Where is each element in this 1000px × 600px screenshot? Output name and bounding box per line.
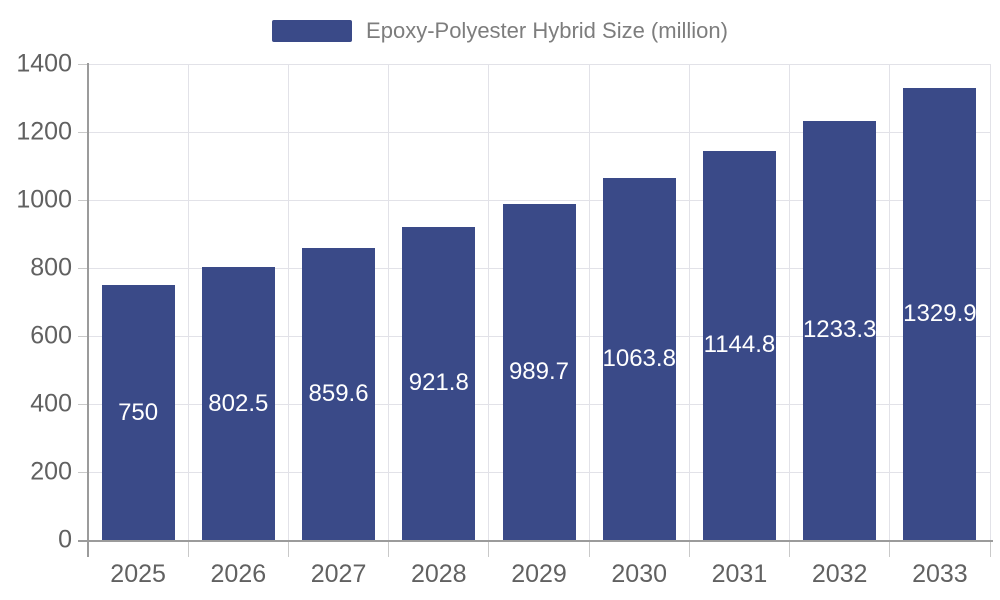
y-axis-label: 1200 bbox=[16, 117, 72, 146]
x-axis-label: 2028 bbox=[410, 560, 467, 588]
y-axis-tick bbox=[78, 267, 88, 269]
y-axis-tick bbox=[78, 471, 88, 473]
bar-2033[interactable] bbox=[903, 87, 977, 540]
x-axis-label: 2025 bbox=[110, 560, 166, 588]
y-axis-tick bbox=[78, 63, 88, 65]
x-axis-label: 2026 bbox=[210, 560, 267, 588]
x-axis-tick bbox=[588, 542, 590, 557]
x-axis-tick bbox=[889, 542, 891, 557]
y-axis-label: 400 bbox=[30, 389, 72, 418]
x-gridline bbox=[989, 64, 991, 540]
x-axis-label: 2032 bbox=[811, 560, 868, 588]
legend-swatch bbox=[272, 20, 353, 42]
y-axis-label: 200 bbox=[30, 457, 72, 486]
x-gridline bbox=[388, 64, 390, 540]
x-axis-label: 2030 bbox=[611, 560, 668, 588]
y-axis-label: 0 bbox=[58, 525, 72, 554]
y-gridline bbox=[88, 199, 990, 201]
x-axis-label: 2033 bbox=[912, 560, 968, 588]
x-axis-label: 2027 bbox=[310, 560, 367, 588]
bar-2030[interactable] bbox=[602, 178, 676, 540]
y-axis-label: 1000 bbox=[16, 185, 72, 214]
legend-item[interactable]: Epoxy-Polyester Hybrid Size (million) bbox=[0, 18, 1000, 44]
x-gridline bbox=[287, 64, 289, 540]
x-axis-line bbox=[78, 540, 993, 542]
x-gridline bbox=[688, 64, 690, 540]
x-gridline bbox=[889, 64, 891, 540]
y-axis-label: 600 bbox=[30, 321, 72, 350]
y-axis-tick bbox=[78, 131, 88, 133]
x-axis-tick bbox=[388, 542, 390, 557]
bar-2025[interactable] bbox=[101, 285, 175, 540]
y-gridline bbox=[88, 131, 990, 133]
y-axis-label: 1400 bbox=[16, 49, 72, 78]
bar-2029[interactable] bbox=[502, 203, 576, 540]
y-gridline bbox=[88, 63, 990, 65]
x-axis-tick bbox=[688, 542, 690, 557]
y-axis-tick bbox=[78, 335, 88, 337]
bar-2032[interactable] bbox=[803, 120, 877, 540]
legend-label: Epoxy-Polyester Hybrid Size (million) bbox=[366, 18, 728, 43]
x-axis-tick bbox=[789, 542, 791, 557]
x-gridline bbox=[488, 64, 490, 540]
x-axis-tick bbox=[287, 542, 289, 557]
x-gridline bbox=[588, 64, 590, 540]
x-axis-label: 2029 bbox=[511, 560, 567, 588]
bar-2026[interactable] bbox=[201, 267, 275, 540]
y-axis-line bbox=[87, 63, 89, 557]
x-gridline bbox=[789, 64, 791, 540]
bar-2027[interactable] bbox=[302, 247, 376, 540]
x-axis-tick bbox=[989, 542, 991, 557]
x-axis-label: 2031 bbox=[711, 560, 768, 588]
y-axis-tick bbox=[78, 199, 88, 201]
x-gridline bbox=[187, 64, 189, 540]
x-axis-tick bbox=[187, 542, 189, 557]
y-axis-label: 800 bbox=[30, 253, 72, 282]
x-axis-tick bbox=[488, 542, 490, 557]
y-axis-tick bbox=[78, 403, 88, 405]
bar-2028[interactable] bbox=[402, 226, 476, 540]
bar-2031[interactable] bbox=[702, 150, 776, 540]
